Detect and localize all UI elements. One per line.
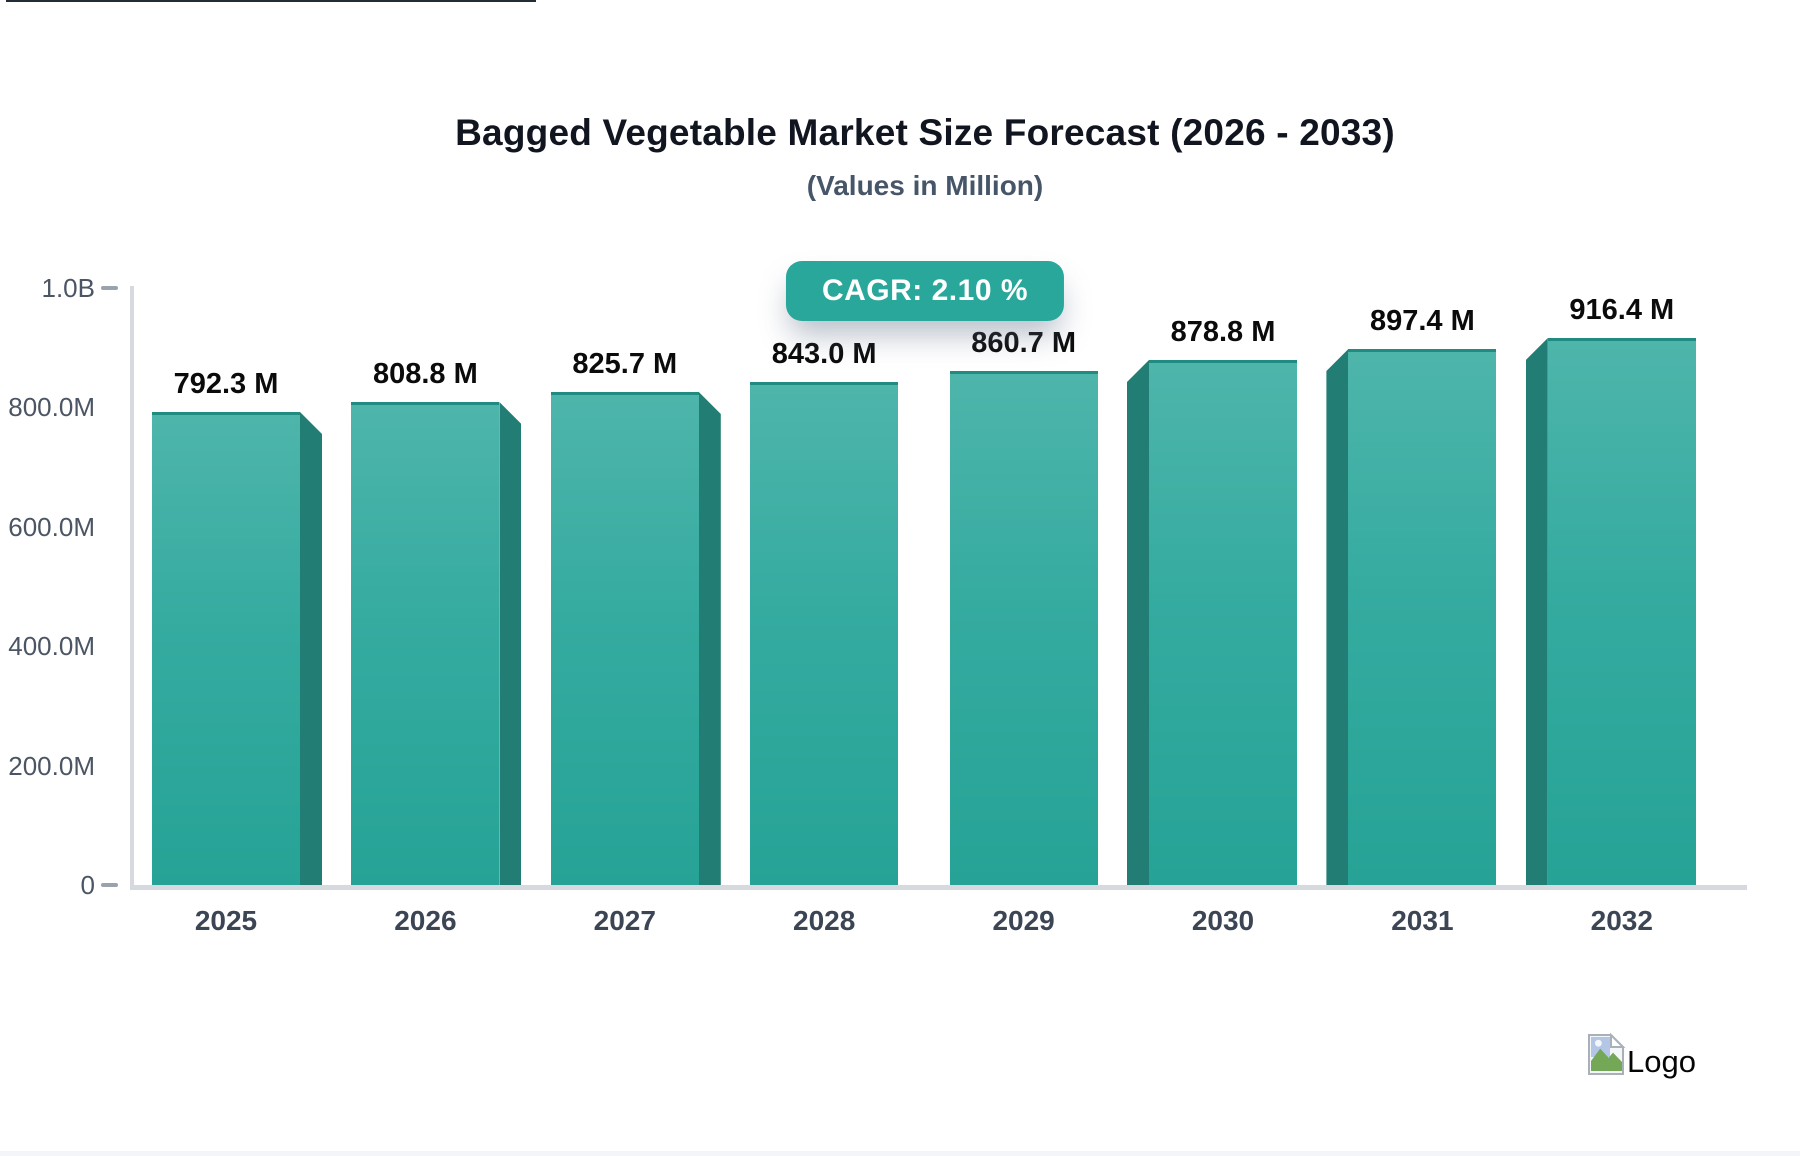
y-tick-dash xyxy=(101,883,118,887)
bar-side-3d xyxy=(1326,349,1349,885)
logo-text: Logo xyxy=(1627,1043,1696,1079)
bar-side-3d xyxy=(499,402,522,885)
bar-face xyxy=(750,382,899,885)
bottom-edge-strip xyxy=(0,1151,1800,1156)
top-edge-line xyxy=(6,0,536,2)
x-tick-label: 2025 xyxy=(194,905,258,936)
y-tick-label: 200.0M xyxy=(8,750,95,781)
bar-value-label: 792.3 M xyxy=(173,368,279,400)
cagr-badge: CAGR: 2.10 % xyxy=(785,261,1065,321)
bar-side-3d xyxy=(1127,360,1149,885)
bar-face xyxy=(1149,360,1297,885)
bar-value-label: 897.4 M xyxy=(1369,305,1475,337)
bar-value-label: 916.4 M xyxy=(1569,294,1675,326)
bar-value-label: 878.8 M xyxy=(1170,316,1276,348)
bar-face xyxy=(949,371,1098,885)
x-tick-label: 2026 xyxy=(394,905,457,936)
x-tick-label: 2028 xyxy=(793,905,856,936)
bar-face xyxy=(152,412,300,885)
bar-side-3d xyxy=(300,412,322,885)
bar-value-label: 808.8 M xyxy=(372,358,478,390)
bar-face xyxy=(351,402,500,885)
y-tick-label: 0 xyxy=(80,870,95,900)
x-tick-label: 2027 xyxy=(593,905,656,936)
broken-image-icon xyxy=(1586,1032,1626,1083)
x-tick-label: 2029 xyxy=(992,905,1055,936)
y-tick-label: 400.0M xyxy=(8,631,95,662)
y-tick-label: 600.0M xyxy=(8,511,95,542)
bar-face xyxy=(1348,349,1497,885)
bar-value-label: 860.7 M xyxy=(971,327,1076,359)
y-tick-dash xyxy=(101,286,118,290)
bar-value-label: 843.0 M xyxy=(771,338,877,370)
logo: Logo xyxy=(1586,1032,1696,1083)
bar-value-label: 825.7 M xyxy=(572,348,678,380)
x-tick-label: 2030 xyxy=(1191,905,1255,936)
x-tick-label: 2031 xyxy=(1391,905,1454,936)
y-axis-line xyxy=(130,286,134,890)
bar-side-3d xyxy=(698,392,721,885)
x-axis-line xyxy=(130,885,1747,890)
chart-subtitle: (Values in Million) xyxy=(806,170,1044,201)
y-tick-label: 1.0B xyxy=(41,273,96,303)
y-tick-label: 800.0M xyxy=(8,392,95,423)
bar-face xyxy=(1547,338,1696,885)
bar-face xyxy=(550,392,699,885)
chart-title: Bagged Vegetable Market Size Forecast (2… xyxy=(455,112,1395,153)
x-tick-label: 2032 xyxy=(1590,905,1653,936)
bar-side-3d xyxy=(1525,338,1548,885)
